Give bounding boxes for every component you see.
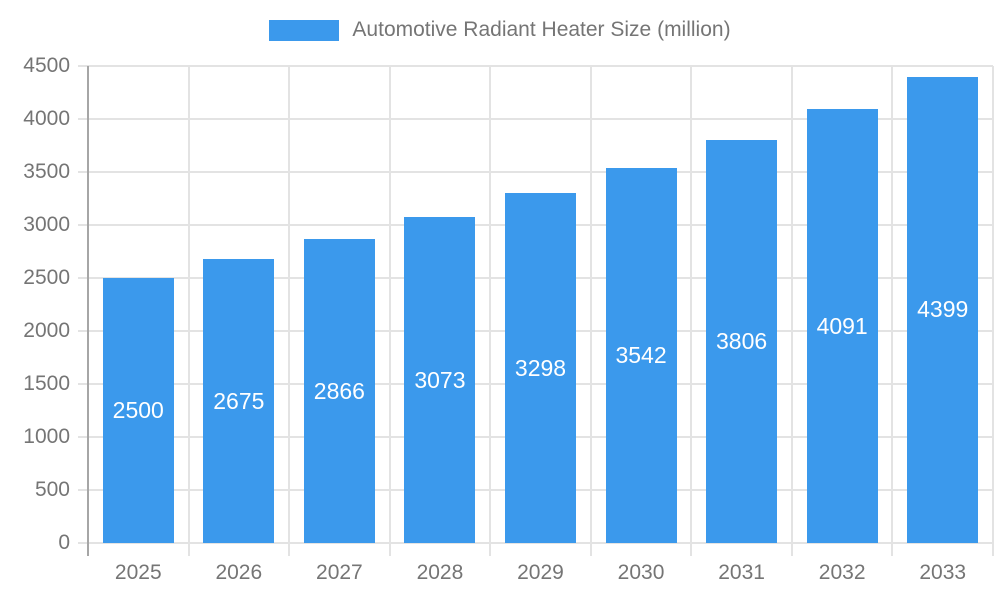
- x-gridline: [690, 66, 693, 556]
- bar[interactable]: 4399: [907, 76, 979, 543]
- y-axis-tick-label: 0: [58, 531, 70, 554]
- y-gridline: [78, 542, 993, 544]
- x-gridline: [589, 66, 592, 556]
- legend-label: Automotive Radiant Heater Size (million): [352, 18, 731, 41]
- legend[interactable]: Automotive Radiant Heater Size (million): [0, 18, 1000, 42]
- x-axis-tick-label: 2031: [718, 561, 765, 584]
- x-axis-tick-label: 2029: [517, 561, 564, 584]
- x-gridline: [992, 66, 994, 556]
- x-gridline: [489, 66, 492, 556]
- bar-value-label: 2866: [313, 377, 365, 404]
- x-gridline: [288, 66, 291, 556]
- bar-value-label: 3806: [716, 327, 768, 354]
- x-axis-tick-label: 2030: [617, 561, 665, 584]
- y-axis-tick-label: 500: [34, 478, 70, 501]
- y-gridline: [78, 65, 993, 67]
- x-axis-tick-label: 2027: [316, 561, 363, 584]
- y-axis-tick-label: 1000: [23, 425, 70, 448]
- y-axis-tick-label: 3000: [23, 213, 70, 236]
- bar[interactable]: 3073: [404, 217, 476, 543]
- bar[interactable]: 3298: [505, 193, 576, 543]
- x-axis-tick-label: 2025: [114, 561, 162, 584]
- x-gridline: [891, 66, 894, 556]
- legend-swatch: [269, 19, 340, 41]
- y-gridline: [78, 171, 993, 173]
- bar[interactable]: 2500: [102, 278, 174, 543]
- x-axis-tick-label: 2026: [215, 561, 263, 584]
- bar-value-label: 3542: [615, 341, 667, 368]
- y-axis-tick-label: 2500: [23, 266, 70, 289]
- y-axis-tick-label: 2000: [23, 319, 70, 342]
- bar[interactable]: 3806: [706, 139, 778, 543]
- y-axis-tick-label: 4500: [23, 54, 70, 77]
- bar-value-label: 4091: [816, 312, 868, 339]
- bar[interactable]: 2866: [303, 239, 375, 543]
- bar-value-label: 3073: [414, 366, 466, 393]
- bar-value-label: 2675: [213, 387, 265, 414]
- x-gridline: [187, 66, 190, 556]
- bar[interactable]: 3542: [605, 167, 677, 543]
- x-axis-tick-label: 2032: [818, 561, 866, 584]
- x-axis-tick-label: 2028: [416, 561, 464, 584]
- x-gridline: [790, 66, 793, 556]
- bar-value-label: 2500: [112, 397, 164, 423]
- bar[interactable]: 4091: [806, 109, 878, 543]
- y-gridline: [78, 118, 993, 120]
- bar[interactable]: 2675: [203, 259, 275, 543]
- x-gridline: [388, 66, 391, 556]
- x-axis-tick-label: 2033: [919, 561, 967, 584]
- bar-value-label: 3298: [514, 354, 567, 381]
- y-axis-tick-label: 3500: [23, 160, 70, 183]
- y-axis-tick-label: 4000: [23, 107, 70, 130]
- bar-value-label: 4399: [917, 296, 969, 323]
- y-axis-line: [87, 66, 89, 556]
- y-axis-tick-label: 1500: [23, 372, 70, 395]
